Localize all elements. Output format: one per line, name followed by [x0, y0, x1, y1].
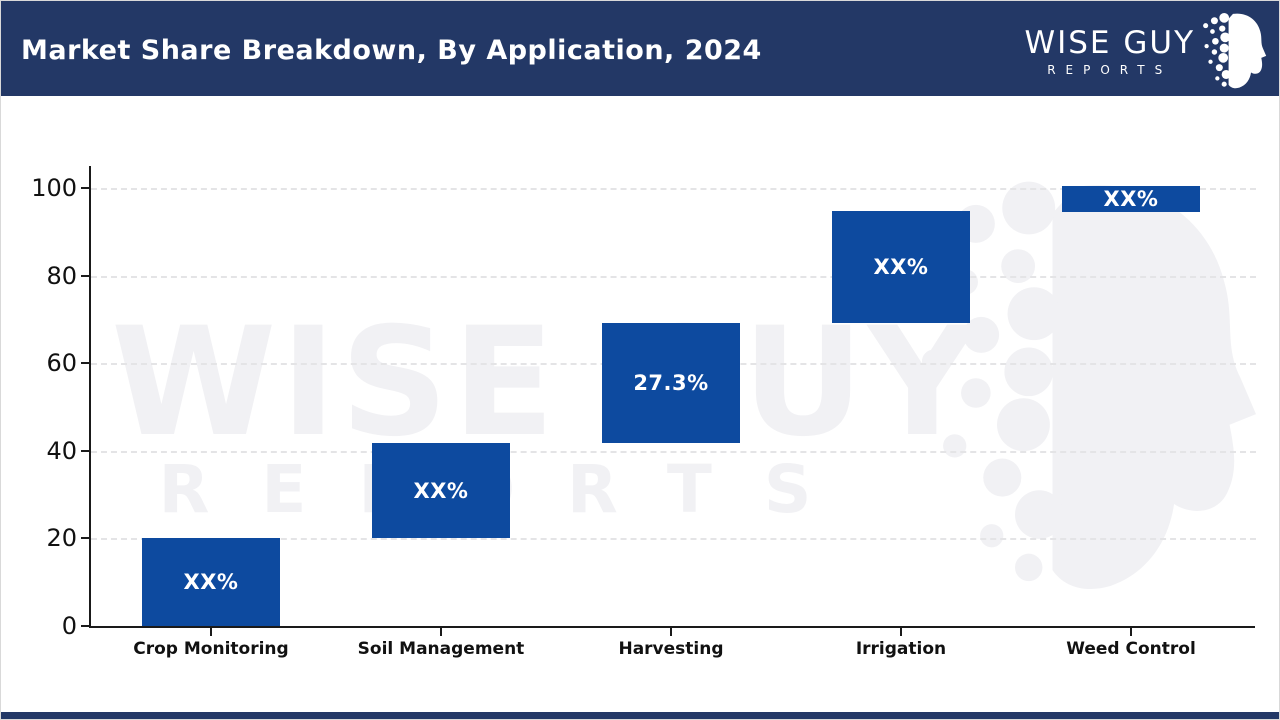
y-tick-label-80: 80 [46, 262, 77, 290]
bar-label-irrigation: XX% [873, 255, 929, 279]
x-tick-harvesting [670, 628, 672, 636]
brand-subname: REPORTS [1047, 63, 1173, 77]
chart-area: WISE GUY REPORTS [1, 96, 1279, 713]
gridline-80 [91, 276, 1256, 278]
wise-guy-head-icon [1197, 11, 1267, 97]
y-tick-label-100: 100 [31, 174, 77, 202]
y-tick-60 [81, 362, 90, 364]
x-axis [89, 626, 1255, 628]
x-label-soil-management: Soil Management [357, 639, 525, 659]
bar-label-soil-management: XX% [413, 478, 469, 503]
x-tick-irrigation [900, 628, 902, 636]
brand-logo-text: WISE GUY REPORTS [1024, 25, 1195, 77]
gridline-40 [91, 451, 1256, 453]
page-title: Market Share Breakdown, By Application, … [21, 35, 762, 66]
x-tick-weed-control [1130, 628, 1132, 636]
brand-logo: WISE GUY REPORTS [1024, 9, 1267, 89]
header: Market Share Breakdown, By Application, … [1, 1, 1279, 96]
watermark-brand-name: WISE GUY [111, 296, 981, 470]
y-tick-80 [81, 275, 90, 277]
bar-soil-management: XX% [372, 443, 510, 538]
y-tick-0 [81, 625, 90, 627]
bar-crop-monitoring: XX% [142, 538, 280, 626]
bar-weed-control: XX% [1062, 186, 1200, 212]
bar-harvesting: 27.3% [602, 323, 740, 443]
watermark-brand-subname: REPORTS [158, 451, 864, 528]
bar-label-crop-monitoring: XX% [183, 570, 239, 594]
bar-irrigation: XX% [832, 211, 970, 323]
y-tick-40 [81, 450, 90, 452]
x-label-weed-control: Weed Control [1066, 639, 1196, 659]
y-axis [89, 166, 91, 628]
x-tick-crop-monitoring [210, 628, 212, 636]
x-label-irrigation: Irrigation [855, 639, 947, 659]
y-tick-label-0: 0 [61, 612, 77, 640]
bar-label-weed-control: XX% [1103, 187, 1159, 211]
gridline-20 [91, 538, 1256, 540]
y-tick-20 [81, 537, 90, 539]
x-tick-soil-management [440, 628, 442, 636]
bar-label-harvesting: 27.3% [633, 371, 709, 395]
y-tick-label-60: 60 [46, 349, 77, 377]
gridline-100 [91, 188, 1256, 190]
x-label-crop-monitoring: Crop Monitoring [133, 639, 289, 659]
y-tick-label-20: 20 [46, 524, 77, 552]
brand-name: WISE GUY [1024, 25, 1195, 61]
footer-bar [1, 712, 1279, 719]
y-tick-100 [81, 187, 90, 189]
x-label-harvesting: Harvesting [618, 639, 724, 659]
y-tick-label-40: 40 [46, 437, 77, 465]
